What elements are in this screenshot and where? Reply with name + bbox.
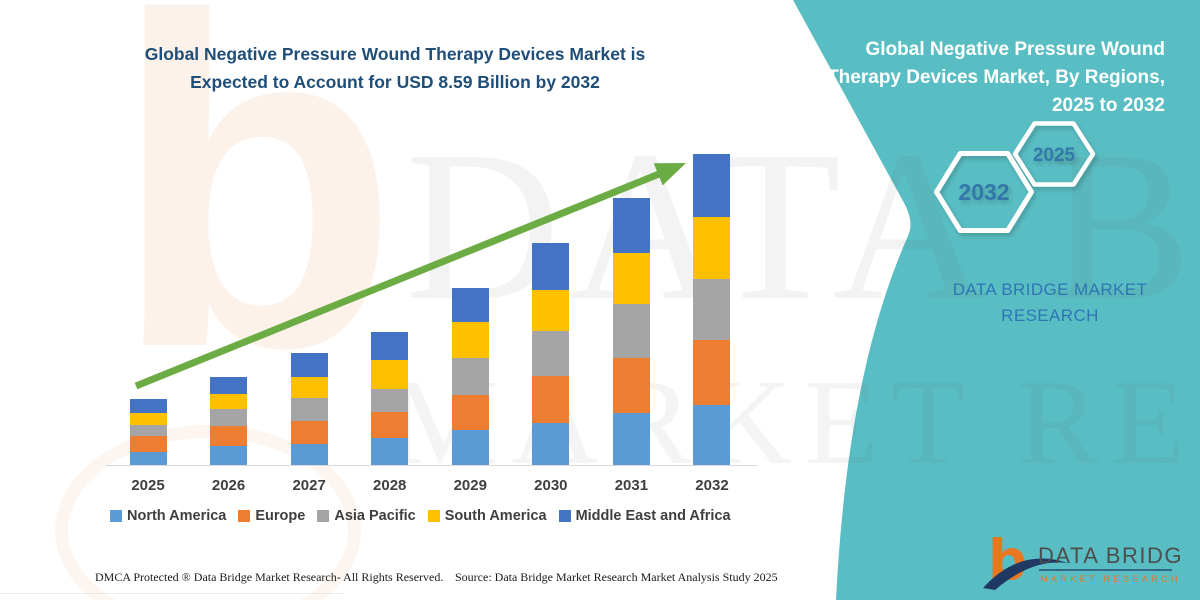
logo-sub-text: MARKET RESEARCH <box>1040 574 1180 584</box>
legend-label: Middle East and Africa <box>575 508 731 524</box>
segment-asia-pacific <box>693 278 731 341</box>
segment-europe <box>290 420 328 444</box>
x-axis-label-2032: 2032 <box>695 477 729 494</box>
brand-line1: DATA BRIDGE MARKET <box>952 280 1148 299</box>
legend-item-middle-east-and-africa: Middle East and Africa <box>558 508 731 524</box>
segment-north-america <box>129 451 167 465</box>
side-panel-title-line3: 2025 to 2032 <box>1051 94 1165 116</box>
segment-europe <box>451 394 489 430</box>
logo-swoosh <box>983 558 1068 590</box>
x-axis-label-2030: 2030 <box>534 477 568 494</box>
segment-asia-pacific <box>129 425 167 437</box>
segment-asia-pacific <box>290 398 328 421</box>
legend-label: North America <box>127 508 227 524</box>
segment-south-america <box>129 412 167 426</box>
x-axis-line <box>106 465 758 466</box>
segment-asia-pacific <box>371 388 409 412</box>
x-axis-label-2031: 2031 <box>614 477 649 494</box>
segment-north-america <box>693 404 731 465</box>
segment-europe <box>210 425 248 446</box>
legend-swatch <box>558 510 571 522</box>
segment-north-america <box>532 423 570 465</box>
segment-middle-east-and-africa <box>129 399 167 413</box>
side-panel-title-line2: Therapy Devices Market, By Regions, <box>827 66 1165 88</box>
chart-legend: North America Europe Asia Pacific South Ame… <box>110 508 731 524</box>
legend-swatch <box>110 510 122 522</box>
segment-north-america <box>451 429 489 465</box>
brand-wordmark: DATA BRIDGE MARKET RESEARCH <box>928 277 1172 328</box>
legend-swatch <box>317 510 330 522</box>
side-panel-title: Global Negative Pressure Wound Therapy D… <box>795 36 1165 120</box>
segment-middle-east-and-africa <box>693 154 731 218</box>
segment-south-america <box>693 217 731 279</box>
legend-item-asia-pacific: Asia Pacific <box>317 508 416 524</box>
segment-europe <box>371 411 409 439</box>
legend-item-europe: Europe <box>238 508 305 524</box>
source-note: Source: Data Bridge Market Research Mark… <box>455 570 778 584</box>
logo-name-text: DATA BRIDGE <box>1038 543 1180 568</box>
legend-item-south-america: South America <box>427 508 547 524</box>
bar-2027 <box>290 353 328 465</box>
x-axis-label-2029: 2029 <box>453 477 487 494</box>
side-panel-background <box>793 0 1200 600</box>
bar-2025 <box>129 399 167 465</box>
segment-south-america <box>210 394 248 410</box>
dmca-notice: DMCA Protected ® Data Bridge Market Rese… <box>95 570 444 584</box>
segment-asia-pacific <box>210 409 248 426</box>
hexagon-2025 <box>1012 121 1096 187</box>
segment-north-america <box>290 444 328 465</box>
segment-north-america <box>371 438 409 465</box>
hexagon-2025-label: 2025 <box>1033 145 1076 166</box>
legend-swatch <box>238 510 251 522</box>
side-panel-title-line1: Global Negative Pressure Wound <box>865 39 1165 60</box>
legend-label: Asia Pacific <box>334 508 416 524</box>
legend-swatch <box>427 510 440 522</box>
bar-2032 <box>693 154 731 465</box>
segment-europe <box>693 340 731 405</box>
segment-north-america <box>210 445 248 465</box>
bottom-hairline <box>0 593 345 594</box>
brand-line2: RESEARCH <box>1001 305 1099 325</box>
chart-title-line1: Global Negative Pressure Wound Therapy D… <box>144 44 646 64</box>
x-axis-label-2026: 2026 <box>211 477 246 494</box>
x-axis-label-2027: 2027 <box>292 477 326 494</box>
x-axis-label-2028: 2028 <box>373 477 407 494</box>
hexagon-2032-label: 2032 <box>958 179 1009 205</box>
chart-title: Global Negative Pressure Wound Therapy D… <box>105 40 685 97</box>
legend-item-north-america: North America <box>110 508 226 524</box>
segment-north-america <box>612 413 650 465</box>
chart-title-line2: Expected to Account for USD 8.59 Billion… <box>190 72 600 93</box>
legend-label: South America <box>444 508 547 524</box>
x-axis-label-2025: 2025 <box>131 477 165 494</box>
legend-label: Europe <box>255 508 306 524</box>
data-bridge-logo: b DATA BRIDGE MARKET RESEARCH <box>983 528 1180 592</box>
segment-europe <box>129 436 167 452</box>
hexagon-2032 <box>934 151 1034 233</box>
